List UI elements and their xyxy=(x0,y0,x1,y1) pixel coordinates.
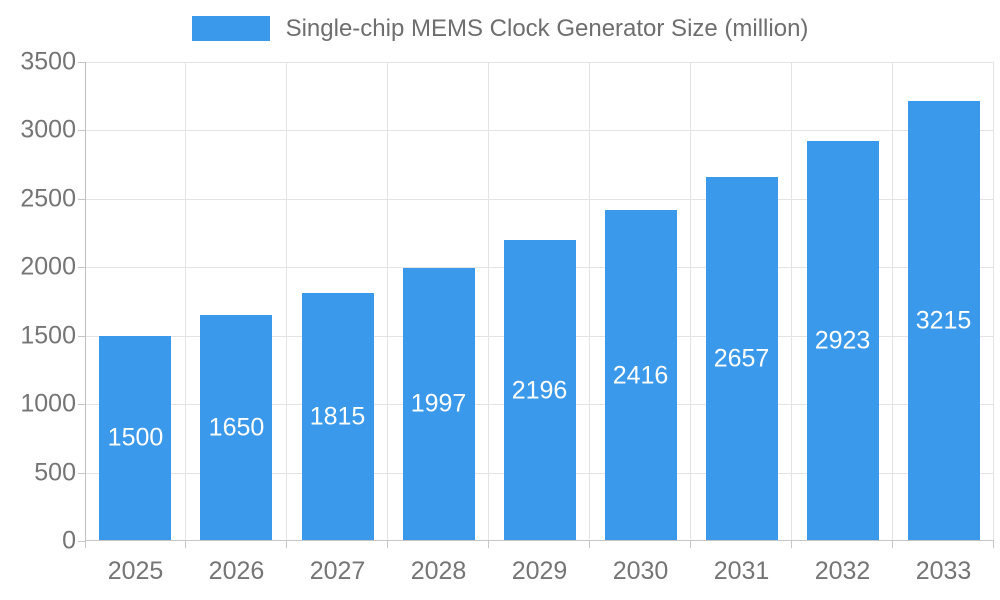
bar-2028: 1997 xyxy=(402,267,475,541)
y-axis-tick xyxy=(78,130,85,132)
x-tick-label: 2027 xyxy=(309,557,366,585)
bar-value-label: 2196 xyxy=(511,376,568,405)
y-axis-tick xyxy=(78,62,85,63)
x-axis-tick xyxy=(285,541,287,548)
bar-value-label: 2657 xyxy=(713,344,770,373)
y-axis-tick xyxy=(78,472,85,474)
x-axis-tick xyxy=(589,541,590,548)
horizontal-gridline xyxy=(85,62,994,63)
x-axis-tick xyxy=(791,541,792,548)
y-tick-label: 2500 xyxy=(20,184,76,213)
bar-value-label: 1500 xyxy=(107,423,164,452)
y-tick-label: 1500 xyxy=(20,321,76,350)
bar-value-label: 1815 xyxy=(309,402,366,431)
vertical-gridline xyxy=(487,62,489,541)
x-axis-tick xyxy=(689,541,691,548)
vertical-gridline xyxy=(891,62,893,541)
y-axis-line xyxy=(85,62,86,541)
plot-area: 1500 1650 1815 1997 2196 2416 2657 2923 3215 xyxy=(78,62,994,548)
x-tick-label: 2025 xyxy=(107,557,164,585)
x-tick-label: 2031 xyxy=(713,557,770,585)
y-axis-tick xyxy=(78,404,85,406)
x-tick-label: 2029 xyxy=(511,557,568,585)
vertical-gridline xyxy=(285,62,287,541)
vertical-gridline xyxy=(689,62,691,541)
y-tick-label: 2000 xyxy=(20,252,76,281)
x-tick-label: 2032 xyxy=(814,557,871,585)
bar-2027: 1815 xyxy=(301,292,374,541)
vertical-gridline xyxy=(589,62,590,541)
y-axis-tick xyxy=(78,267,85,269)
vertical-gridline xyxy=(386,62,388,541)
x-tick-label: 2028 xyxy=(410,557,467,585)
bar-2031: 2657 xyxy=(705,177,778,541)
bar-value-label: 3215 xyxy=(915,306,972,335)
bar-value-label: 2416 xyxy=(612,361,669,390)
bar-2032: 2923 xyxy=(806,140,879,541)
vertical-gridline xyxy=(791,62,792,541)
bar-value-label: 2923 xyxy=(814,326,871,355)
bar-value-label: 1997 xyxy=(410,389,467,418)
y-tick-label: 1000 xyxy=(20,389,76,418)
bar-2029: 2196 xyxy=(503,240,576,541)
bar-value-label: 1650 xyxy=(208,413,265,442)
x-axis-tick xyxy=(891,541,893,548)
x-axis-tick xyxy=(85,541,86,548)
x-axis-tick xyxy=(487,541,489,548)
y-tick-label: 0 xyxy=(62,526,76,555)
legend-swatch xyxy=(191,16,270,41)
horizontal-gridline xyxy=(85,198,994,200)
y-tick-label: 500 xyxy=(34,458,76,487)
x-axis-line xyxy=(85,540,994,541)
bar-2026: 1650 xyxy=(200,315,273,541)
y-axis: 0 500 1000 1500 2000 2500 3000 3500 xyxy=(0,48,76,555)
y-axis-tick xyxy=(78,541,85,542)
vertical-gridline xyxy=(184,62,186,541)
x-tick-label: 2026 xyxy=(208,557,265,585)
x-axis-tick xyxy=(386,541,388,548)
y-axis-tick xyxy=(78,335,85,337)
y-tick-label: 3500 xyxy=(20,47,76,76)
legend-label: Single-chip MEMS Clock Generator Size (m… xyxy=(285,14,809,42)
x-axis-tick xyxy=(184,541,186,548)
y-axis-tick xyxy=(78,198,85,200)
y-tick-label: 3000 xyxy=(20,115,76,144)
legend-item[interactable]: Single-chip MEMS Clock Generator Size (m… xyxy=(0,16,1000,41)
x-tick-label: 2033 xyxy=(915,557,972,585)
x-axis-tick xyxy=(993,541,994,548)
bar-2025: 1500 xyxy=(99,335,172,541)
x-axis: 2025 2026 2027 2028 2029 2030 2031 2032 2033 xyxy=(85,551,994,585)
bar-2033: 3215 xyxy=(907,101,980,541)
bar-2030: 2416 xyxy=(604,210,677,541)
horizontal-gridline xyxy=(85,130,994,132)
vertical-gridline xyxy=(993,62,994,541)
x-tick-label: 2030 xyxy=(612,557,669,585)
